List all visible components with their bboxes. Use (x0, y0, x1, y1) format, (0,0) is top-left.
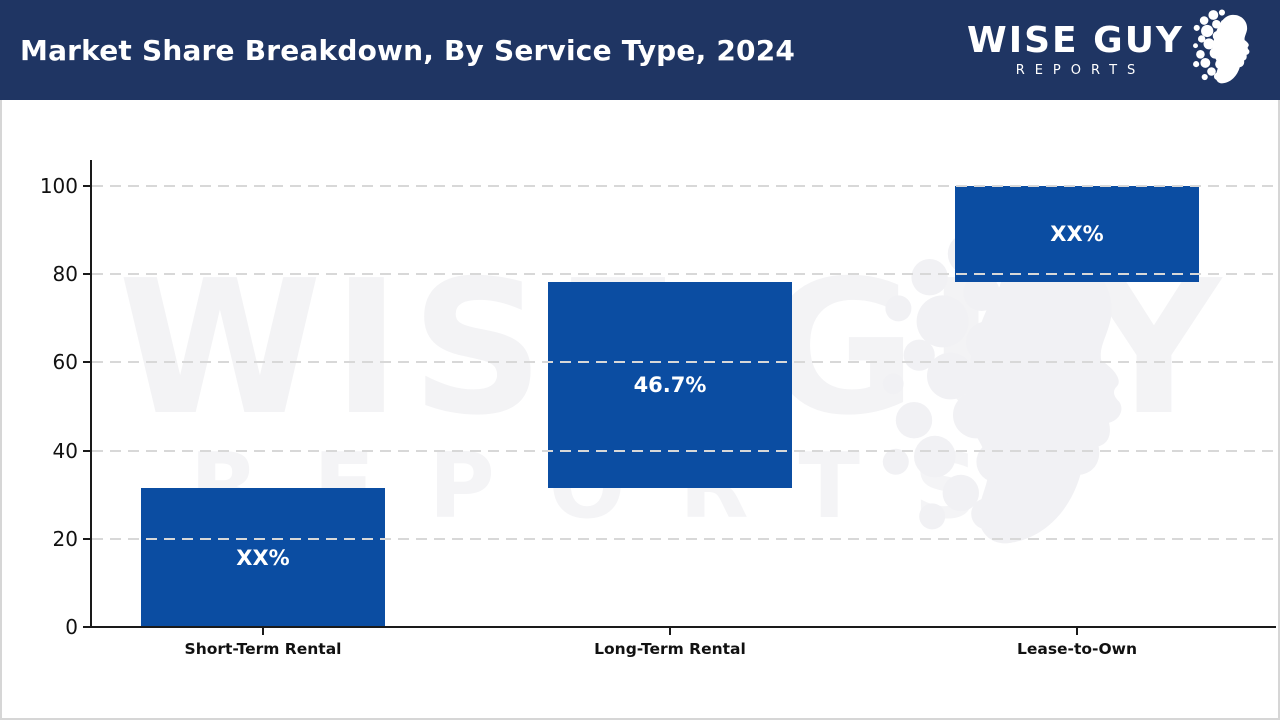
logo-text: WISE GUY REPORTS (966, 19, 1184, 78)
x-axis-category-label: Short-Term Rental (184, 640, 342, 658)
y-gridline (92, 449, 1276, 452)
x-tick-mark (669, 628, 671, 635)
y-tick-mark (83, 185, 91, 187)
bar: XX% (141, 488, 385, 627)
logo-head-icon (1188, 7, 1262, 93)
bar-value-label: XX% (236, 545, 290, 570)
y-tick-label: 20 (52, 526, 78, 551)
y-tick-label: 60 (52, 350, 78, 375)
y-tick-label: 100 (39, 174, 78, 198)
header-bar: Market Share Breakdown, By Service Type,… (0, 0, 1280, 100)
x-tick-mark (1076, 628, 1078, 635)
y-tick-label: 0 (65, 615, 78, 639)
x-axis-line (90, 626, 1276, 628)
bar-value-label: XX% (1050, 222, 1104, 247)
y-gridline (92, 273, 1276, 276)
bar-value-label: 46.7% (633, 373, 707, 398)
y-tick-label: 80 (52, 262, 78, 287)
logo-wordmark: WISE GUY (966, 19, 1184, 61)
bar: XX% (955, 186, 1199, 283)
y-tick-mark (83, 537, 91, 540)
bar: 46.7% (548, 282, 792, 489)
y-tick-label: 40 (52, 438, 78, 463)
logo: WISE GUY REPORTS (967, 7, 1262, 93)
page-title: Market Share Breakdown, By Service Type,… (20, 33, 796, 67)
y-tick-mark (83, 361, 91, 364)
x-tick-mark (262, 628, 264, 635)
y-gridline (92, 537, 1276, 540)
y-axis-line (90, 160, 92, 627)
x-axis-category-label: Long-Term Rental (594, 640, 746, 658)
y-tick-mark (83, 273, 91, 276)
y-tick-mark (83, 449, 91, 452)
x-axis-category-label: Lease-to-Own (1016, 640, 1138, 658)
y-tick-mark (83, 626, 91, 628)
y-gridline (92, 185, 1276, 187)
y-gridline (92, 361, 1276, 364)
logo-subtext: REPORTS (1015, 62, 1146, 78)
